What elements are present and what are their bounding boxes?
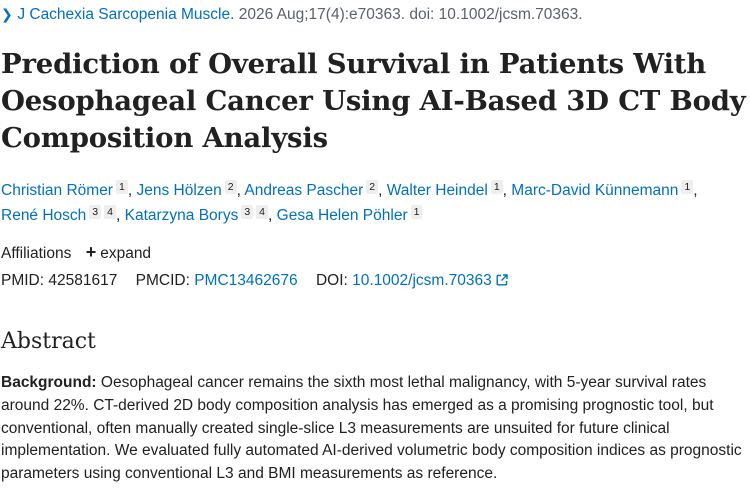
affiliation-number[interactable]: 4 <box>256 205 269 219</box>
affiliation-number[interactable]: 1 <box>410 205 423 219</box>
article-title: Prediction of Overall Survival in Patien… <box>1 48 746 154</box>
author-link[interactable]: Walter Heindel <box>386 182 488 199</box>
affiliations-row: Affiliations + expand <box>1 242 151 264</box>
abstract-heading: Abstract <box>1 329 96 354</box>
affiliation-number[interactable]: 3 <box>89 205 102 219</box>
author-list: Christian Römer 1, Jens Hölzen 2, Andreas … <box>1 178 746 228</box>
affiliation-number[interactable]: 1 <box>115 180 128 194</box>
author-link[interactable]: Jens Hölzen <box>136 182 222 199</box>
citation-details: 2026 Aug;17(4):e70363. doi: 10.1002/jcsm… <box>234 6 583 23</box>
author-line-1: Christian Römer 1, Jens Hölzen 2, Andreas … <box>1 180 698 199</box>
abstract-background: Background: Oesophageal cancer remains t… <box>1 372 749 486</box>
identifiers-row: PMID: 42581617 PMCID: PMC13462676 DOI: 1… <box>1 271 508 291</box>
doi-label: DOI: <box>315 272 348 289</box>
pmcid-label: PMCID: <box>135 272 190 289</box>
author-link[interactable]: Andreas Pascher <box>244 182 364 199</box>
pmcid-link[interactable]: PMC13462676 <box>194 272 298 289</box>
doi-link[interactable]: 10.1002/jcsm.70363 <box>352 272 508 289</box>
journal-link[interactable]: J Cachexia Sarcopenia Muscle. <box>17 6 235 23</box>
affiliations-label: Affiliations <box>1 245 72 262</box>
author-link[interactable]: Katarzyna Borys <box>124 207 239 224</box>
affiliation-number[interactable]: 1 <box>490 180 503 194</box>
background-label: Background: <box>1 374 97 391</box>
affiliation-number[interactable]: 1 <box>681 180 694 194</box>
author-link[interactable]: Gesa Helen Pöhler <box>276 207 408 224</box>
affiliation-number[interactable]: 4 <box>104 205 116 219</box>
doi-value: 10.1002/jcsm.70363 <box>352 272 492 289</box>
plus-icon: + <box>85 242 97 262</box>
pmid-value: 42581617 <box>48 272 118 289</box>
expand-label: expand <box>100 245 152 262</box>
external-link-icon <box>496 274 508 286</box>
author-line-2: René Hosch 3 4, Katarzyna Borys 3 4, Gesa He… <box>1 203 746 228</box>
chevron-right-icon: ❯ <box>1 6 13 22</box>
author-link[interactable]: Marc-David Künnemann <box>511 182 679 199</box>
expand-affiliations-button[interactable]: + expand <box>85 242 152 262</box>
pmid-label: PMID: <box>1 272 45 289</box>
affiliation-number[interactable]: 2 <box>224 180 237 194</box>
citation-line: ❯ J Cachexia Sarcopenia Muscle. 2026 Aug… <box>1 4 583 25</box>
author-link[interactable]: Christian Römer <box>1 182 113 199</box>
author-link[interactable]: René Hosch <box>1 207 87 224</box>
affiliation-number[interactable]: 2 <box>366 180 379 194</box>
background-text: Oesophageal cancer remains the sixth mos… <box>1 374 742 483</box>
affiliation-number[interactable]: 3 <box>241 205 254 219</box>
